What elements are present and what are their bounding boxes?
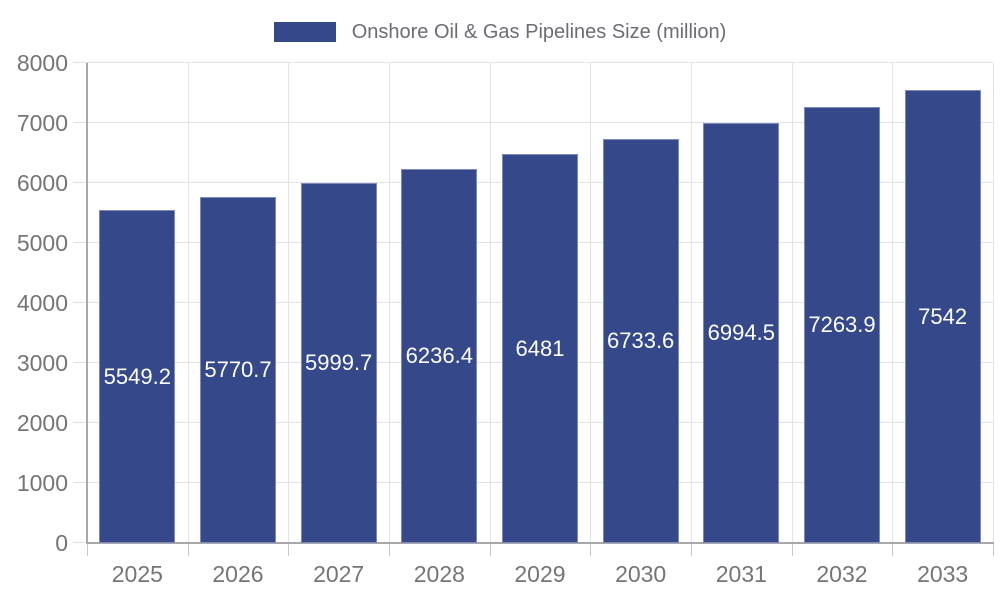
bar-value-label: 7263.9 xyxy=(808,312,876,338)
gridline-horizontal xyxy=(87,62,993,63)
bar-value-label: 6733.6 xyxy=(607,327,675,353)
gridline-vertical xyxy=(791,63,793,543)
legend-label: Onshore Oil & Gas Pipelines Size (millio… xyxy=(351,21,727,43)
bar-value-label: 5999.7 xyxy=(305,350,373,375)
gridline-horizontal xyxy=(87,122,993,123)
x-axis-tick-label: 2030 xyxy=(615,561,667,587)
y-axis-tick-label: 3000 xyxy=(16,350,68,376)
bar[interactable] xyxy=(904,90,981,543)
y-axis-line xyxy=(86,63,88,543)
x-axis-tick xyxy=(288,543,290,556)
x-axis-tick xyxy=(187,543,189,556)
bar[interactable] xyxy=(502,154,578,543)
y-axis-tick xyxy=(73,422,87,423)
bar-value-label: 6994.5 xyxy=(707,320,775,346)
bar[interactable] xyxy=(602,138,679,543)
gridline-vertical xyxy=(590,63,592,543)
x-axis-line xyxy=(86,542,994,544)
y-axis-tick xyxy=(73,542,87,543)
gridline-vertical xyxy=(993,63,994,543)
y-axis-tick xyxy=(73,362,87,363)
x-axis-tick-label: 2025 xyxy=(111,561,163,587)
gridline-vertical xyxy=(288,63,290,543)
bar-value-label: 6481 xyxy=(515,335,565,361)
x-axis-tick-label: 2033 xyxy=(917,561,969,587)
bar-value-label: 5770.7 xyxy=(204,356,272,382)
bar[interactable] xyxy=(804,107,880,543)
bar-value-label: 5549.2 xyxy=(103,363,171,389)
y-axis-tick-label: 8000 xyxy=(16,50,68,76)
y-axis-tick xyxy=(73,182,87,183)
y-axis-tick xyxy=(73,302,87,303)
legend[interactable]: Onshore Oil & Gas Pipelines Size (millio… xyxy=(0,19,1000,45)
bar[interactable] xyxy=(99,210,176,543)
x-axis-tick xyxy=(389,543,390,556)
gridline-vertical xyxy=(389,63,390,543)
y-axis-tick-label: 2000 xyxy=(16,410,68,436)
y-axis-tick-label: 4000 xyxy=(16,290,68,316)
legend-swatch xyxy=(273,22,336,42)
bar-value-label: 7542 xyxy=(918,303,968,329)
y-axis-tick xyxy=(73,242,87,243)
y-axis-tick-label: 7000 xyxy=(16,110,68,136)
x-axis-tick xyxy=(892,543,894,556)
y-axis-tick xyxy=(73,122,87,123)
x-axis-tick-label: 2031 xyxy=(715,561,767,587)
x-axis-tick-label: 2027 xyxy=(313,561,365,587)
y-axis-tick-label: 1000 xyxy=(16,470,68,496)
y-axis-tick xyxy=(73,62,87,63)
x-axis-tick xyxy=(489,543,491,556)
y-axis-tick-label: 5000 xyxy=(16,230,68,256)
x-axis-tick xyxy=(87,543,88,556)
gridline-vertical xyxy=(691,63,692,543)
gridline-vertical xyxy=(489,63,491,543)
gridline-vertical xyxy=(187,63,189,543)
bar[interactable] xyxy=(300,183,377,543)
x-axis-tick xyxy=(590,543,592,556)
x-axis-tick-label: 2032 xyxy=(816,561,868,587)
y-axis-tick-label: 6000 xyxy=(16,170,68,196)
gridline-vertical xyxy=(892,63,894,543)
y-axis-tick xyxy=(73,482,87,483)
x-axis-tick xyxy=(993,543,994,556)
x-axis-tick xyxy=(791,543,793,556)
bar[interactable] xyxy=(401,168,478,543)
x-axis-tick-label: 2029 xyxy=(514,561,566,587)
x-axis-tick-label: 2026 xyxy=(212,561,264,587)
bar[interactable] xyxy=(703,123,780,543)
x-axis-tick xyxy=(691,543,692,556)
y-axis-tick-label: 0 xyxy=(55,530,68,556)
bar-value-label: 6236.4 xyxy=(405,342,473,368)
x-axis-tick-label: 2028 xyxy=(413,561,465,587)
bar[interactable] xyxy=(200,196,276,543)
